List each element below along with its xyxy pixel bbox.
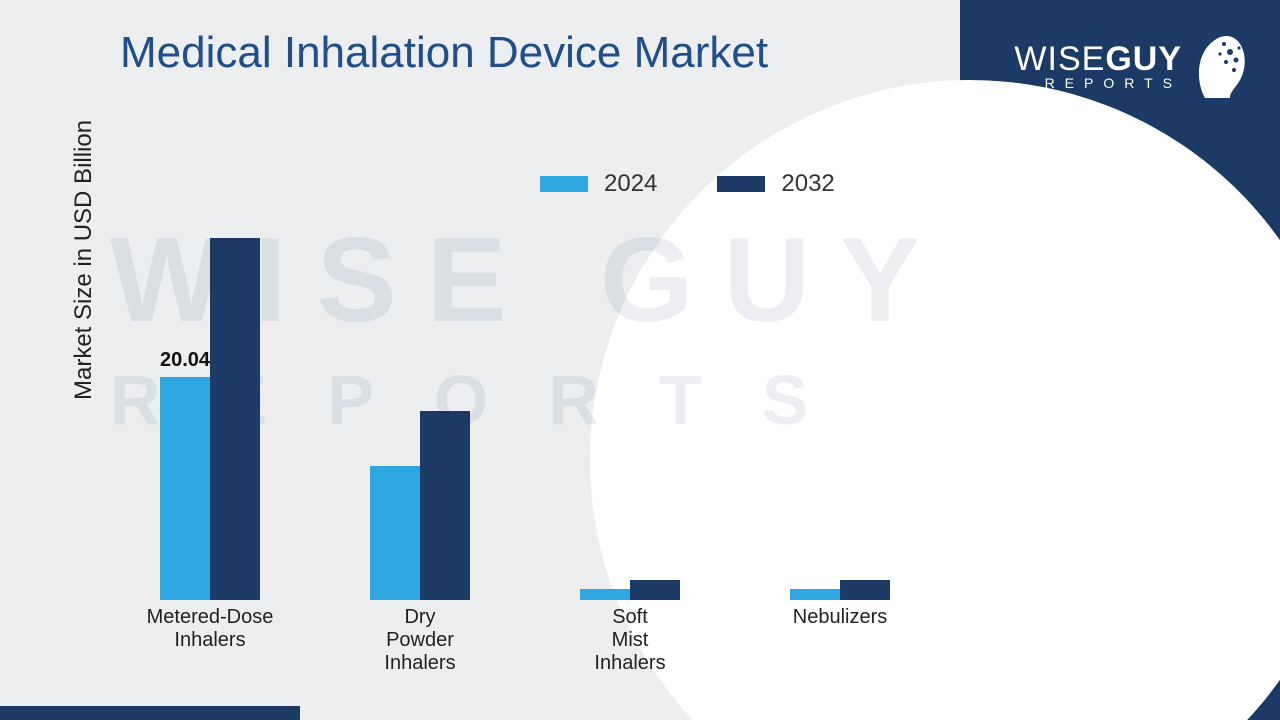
bar [370,466,420,600]
bar [580,589,630,600]
category-label: SoftMistInhalers [550,606,710,675]
y-axis-label: Market Size in USD Billion [70,120,98,400]
category-label: DryPowderInhalers [340,606,500,675]
legend-label-2032: 2032 [781,170,834,198]
bar [630,580,680,600]
legend-item-2032: 2032 [717,170,834,198]
brand-logo-word2: GUY [1105,40,1182,78]
brand-logo: WISEGUY REPORTS [990,30,1250,100]
category-label: Metered-DoseInhalers [130,606,290,652]
legend: 2024 2032 [540,170,835,198]
bar: 20.04 [160,377,210,600]
brand-logo-line2: REPORTS [1045,75,1182,91]
legend-swatch-2024 [540,176,588,192]
brand-logo-text: WISEGUY REPORTS [1014,40,1182,91]
legend-item-2024: 2024 [540,170,657,198]
brand-logo-line1: WISEGUY [1014,40,1182,79]
head-icon [1190,30,1250,100]
bar-value-label: 20.04 [160,349,210,372]
plot-area: 20.04Metered-DoseInhalers DryPowderInhale… [120,210,920,600]
brand-logo-word1: WISE [1014,40,1105,78]
legend-swatch-2032 [717,176,765,192]
bar-group: SoftMistInhalers [560,580,700,600]
bar-group: Nebulizers [770,580,910,600]
bar [420,411,470,600]
bar [790,589,840,600]
bar [210,238,260,600]
legend-label-2024: 2024 [604,170,657,198]
chart-canvas: WISE GUY REPORTS Medical Inhalation Devi… [0,0,1280,720]
bar-group: 20.04Metered-DoseInhalers [140,238,280,600]
chart-title: Medical Inhalation Device Market [120,28,768,78]
bar [840,580,890,600]
bar-group: DryPowderInhalers [350,411,490,600]
bottom-strip [0,706,300,720]
category-label: Nebulizers [760,606,920,629]
